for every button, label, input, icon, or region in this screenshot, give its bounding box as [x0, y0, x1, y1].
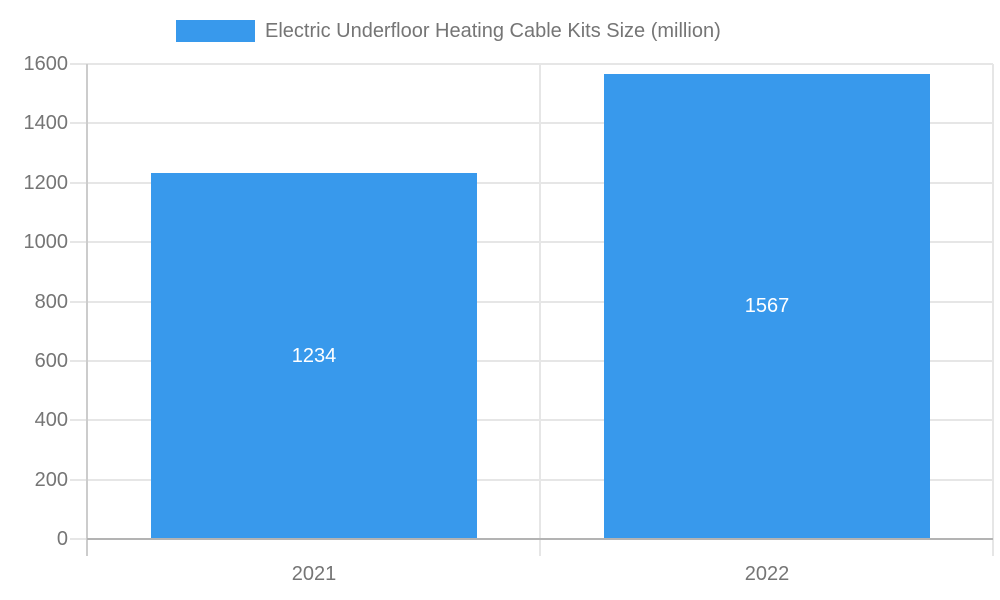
y-axis-tick	[70, 300, 87, 303]
y-axis-tick	[70, 181, 87, 184]
y-axis-tick	[70, 122, 87, 125]
y-axis-tick	[70, 63, 87, 65]
bar-2022[interactable]	[604, 73, 930, 539]
y-axis-label: 400	[34, 409, 68, 432]
bar-value-label: 1567	[744, 295, 790, 318]
y-axis-label: 1000	[23, 231, 69, 254]
x-axis-label: 2022	[744, 563, 790, 585]
y-axis-label: 1400	[23, 112, 69, 135]
gridline-vertical	[539, 64, 541, 556]
y-axis-label: 800	[34, 290, 68, 313]
y-axis-tick	[70, 538, 87, 540]
y-axis-label: 200	[34, 468, 68, 491]
legend-label: Electric Underfloor Heating Cable Kits S…	[265, 19, 721, 42]
bar-value-label: 1234	[291, 344, 337, 367]
bar-2021[interactable]	[151, 172, 477, 539]
y-axis-tick	[70, 419, 87, 422]
legend: Electric Underfloor Heating Cable Kits S…	[176, 16, 721, 46]
y-axis-label: 1200	[23, 171, 69, 194]
y-axis-label: 600	[34, 349, 68, 372]
x-axis-label: 2021	[291, 563, 337, 585]
y-axis-label: 0	[56, 528, 68, 550]
x-axis-baseline	[87, 538, 993, 540]
y-axis-tick	[70, 241, 87, 244]
y-axis-label: 1600	[23, 53, 69, 75]
gridline-vertical	[992, 64, 994, 556]
y-axis-line	[86, 64, 88, 556]
legend-swatch	[176, 20, 255, 42]
y-axis-tick	[70, 478, 87, 481]
y-axis-tick	[70, 359, 87, 362]
